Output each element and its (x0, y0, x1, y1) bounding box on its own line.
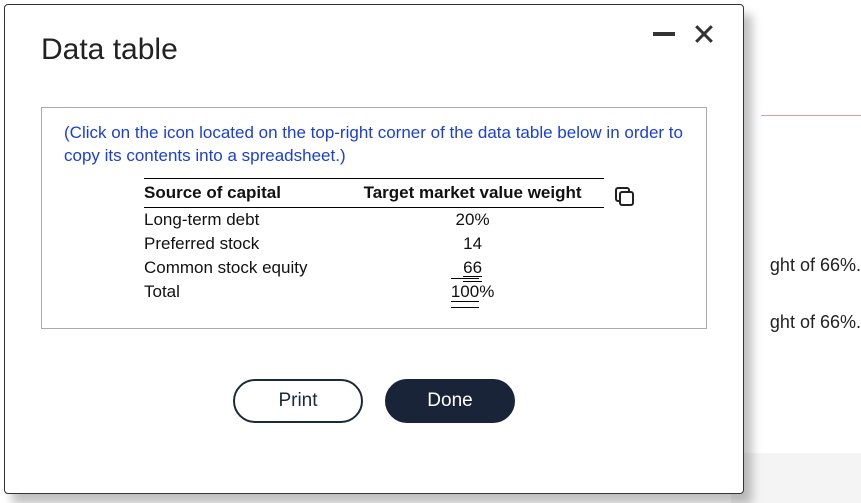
print-button[interactable]: Print (233, 379, 363, 423)
done-button[interactable]: Done (385, 379, 515, 423)
column-header-weight-text: Target market value weight (364, 183, 582, 202)
cell-source: Long-term debt (144, 207, 341, 232)
total-value: 100 (451, 282, 479, 301)
table-row: Common stock equity 66 (144, 256, 604, 280)
background-footer-strip (731, 453, 861, 503)
table-row: Preferred stock 14 (144, 232, 604, 256)
table-total-row: Total 100% (144, 280, 604, 304)
modal-button-row: Print Done (41, 379, 707, 423)
table-container: (Click on the icon located on the top-ri… (41, 107, 707, 329)
cell-weight: 66 (341, 256, 604, 280)
capital-weights-table: Source of capital Target market value we… (144, 178, 604, 304)
copy-to-spreadsheet-icon[interactable] (614, 186, 634, 206)
column-header-weight: Target market value weight (341, 178, 604, 207)
table-inner-wrap: Source of capital Target market value we… (144, 178, 604, 304)
cell-source: Common stock equity (144, 256, 341, 280)
weight-value: 20 (456, 210, 475, 229)
data-table-modal: Data table (Click on the icon located on… (4, 4, 744, 494)
cell-source: Preferred stock (144, 232, 341, 256)
close-icon[interactable] (693, 23, 715, 45)
background-divider (761, 115, 861, 116)
table-header-row: Source of capital Target market value we… (144, 178, 604, 207)
column-header-source: Source of capital (144, 178, 341, 207)
background-text-2: ght of 66%. (770, 312, 861, 333)
total-weight: 100% (341, 280, 604, 304)
modal-title: Data table (41, 33, 707, 67)
total-label: Total (144, 280, 341, 304)
instruction-text: (Click on the icon located on the top-ri… (64, 122, 684, 168)
minimize-icon[interactable] (653, 32, 675, 36)
weight-value: 66 (463, 258, 482, 277)
weight-suffix: % (474, 210, 489, 229)
background-text-1: ght of 66%. (770, 255, 861, 276)
cell-weight: 14 (341, 232, 604, 256)
table-row: Long-term debt 20% (144, 207, 604, 232)
total-suffix: % (479, 282, 494, 301)
weight-value: 14 (463, 234, 482, 253)
modal-window-controls (653, 23, 715, 45)
cell-weight: 20% (341, 207, 604, 232)
